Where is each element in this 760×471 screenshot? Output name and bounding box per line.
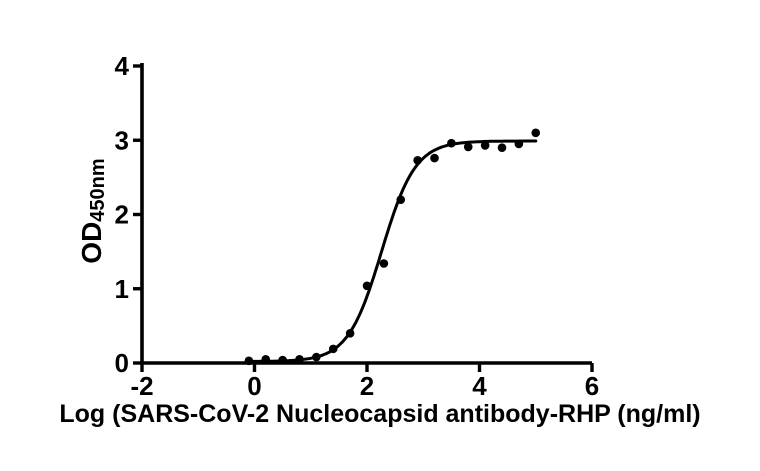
x-tick-label: -2 [130, 371, 153, 401]
data-point [362, 281, 372, 291]
data-point [244, 356, 254, 366]
fit-curve [246, 139, 538, 363]
y-axis-title: OD 450nm [70, 101, 114, 321]
data-point [531, 128, 541, 138]
data-point [430, 153, 439, 163]
data-point [345, 329, 355, 338]
y-axis-title-base: OD [76, 221, 107, 264]
data-point [278, 355, 287, 365]
data-point [396, 195, 406, 204]
data-point [497, 143, 507, 152]
x-axis-title: Log (SARS-CoV-2 Nucleocapsid antibody-RH… [59, 400, 701, 428]
data-point [480, 141, 490, 150]
y-tick-label: 3 [115, 125, 129, 155]
data-point [463, 142, 473, 152]
data-point [261, 354, 271, 364]
y-tick-label: 1 [115, 274, 129, 304]
x-tick-label: 4 [472, 371, 487, 401]
y-axis-title-subscript: 450nm [86, 158, 109, 222]
data-point [312, 352, 321, 362]
data-point [379, 259, 389, 268]
y-tick-label: 4 [115, 51, 130, 81]
y-tick-label: 2 [115, 200, 129, 230]
data-point [514, 139, 524, 149]
x-tick-label: 2 [360, 371, 374, 401]
y-tick-label: 0 [115, 348, 129, 378]
x-tick-label: 0 [247, 371, 261, 401]
axis-lines [140, 63, 592, 365]
x-tick-label: 6 [585, 371, 599, 401]
data-point [295, 354, 304, 364]
data-point [413, 155, 422, 165]
data-point [447, 138, 456, 148]
data-point [328, 344, 338, 354]
